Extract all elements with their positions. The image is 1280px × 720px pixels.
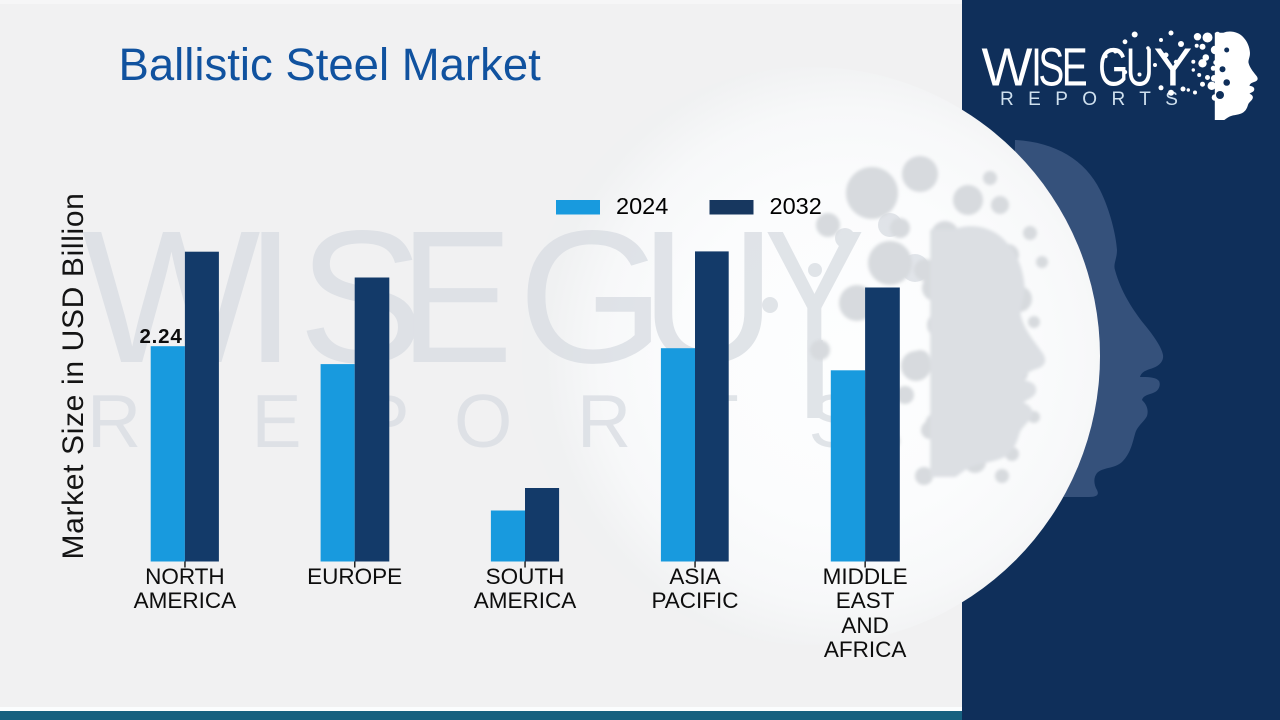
svg-text:E: E (1062, 36, 1088, 97)
svg-text:E: E (252, 379, 302, 463)
svg-text:REPORTS: REPORTS (1000, 89, 1192, 110)
svg-text:I: I (1031, 36, 1042, 97)
svg-text:R: R (87, 379, 141, 463)
svg-text:U: U (1126, 36, 1154, 97)
svg-text:G: G (1098, 36, 1128, 97)
svg-text:W: W (982, 38, 1033, 98)
svg-text:R: R (577, 379, 631, 463)
svg-text:I: I (244, 192, 297, 403)
svg-text:E: E (400, 192, 513, 403)
svg-text:G: G (518, 192, 665, 403)
svg-text:S: S (1038, 36, 1064, 97)
svg-text:O: O (454, 379, 512, 463)
